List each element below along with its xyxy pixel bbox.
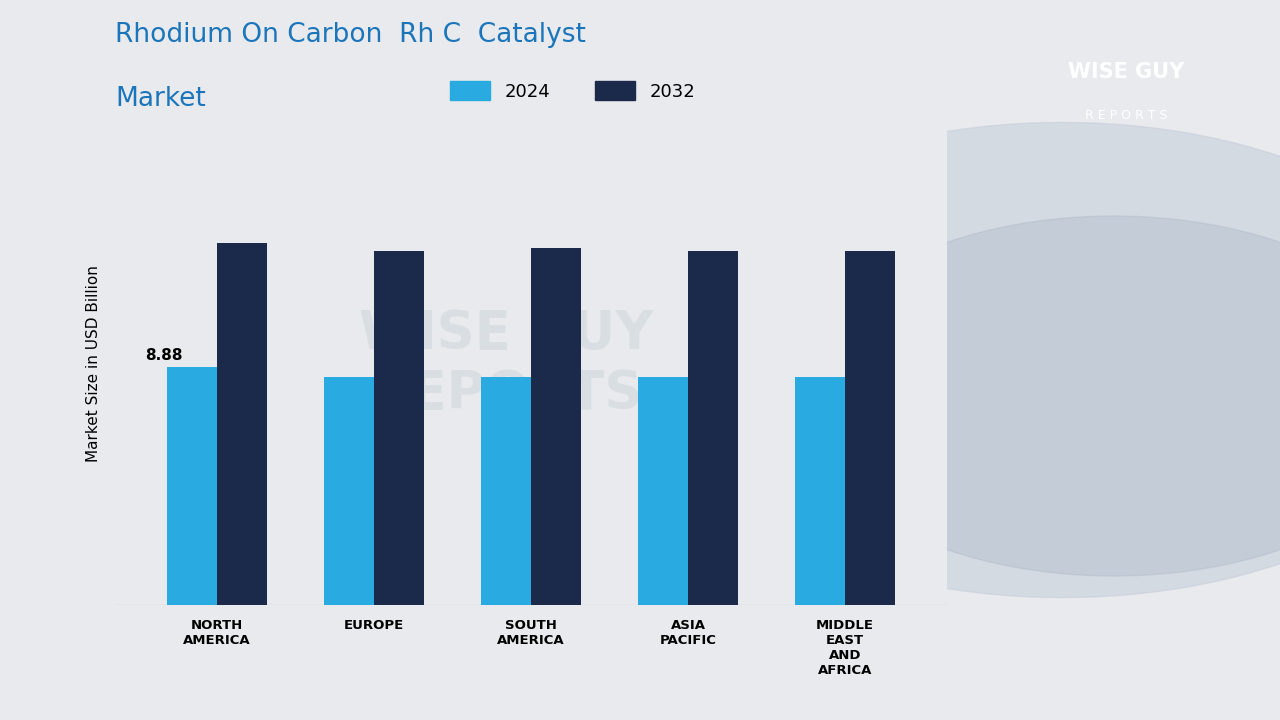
Bar	[689, 251, 739, 605]
Legend: 2024, 2032: 2024, 2032	[443, 74, 703, 108]
Text: WISE GUY
REPORTS: WISE GUY REPORTS	[360, 307, 653, 420]
Text: 8.88: 8.88	[145, 348, 183, 363]
Bar	[845, 251, 896, 605]
Bar	[166, 366, 218, 605]
Circle shape	[794, 216, 1280, 576]
Bar	[795, 377, 845, 605]
Circle shape	[640, 122, 1280, 598]
Bar	[531, 248, 581, 605]
Y-axis label: Market Size in USD Billion: Market Size in USD Billion	[86, 265, 101, 462]
Bar	[218, 243, 268, 605]
Text: R E P O R T S: R E P O R T S	[1085, 109, 1167, 122]
Text: WISE GUY: WISE GUY	[1069, 62, 1184, 82]
Bar	[324, 377, 374, 605]
Bar	[481, 377, 531, 605]
Text: Market: Market	[115, 86, 206, 112]
Bar	[637, 377, 689, 605]
Bar	[374, 251, 425, 605]
Text: Rhodium On Carbon  Rh C  Catalyst: Rhodium On Carbon Rh C Catalyst	[115, 22, 586, 48]
